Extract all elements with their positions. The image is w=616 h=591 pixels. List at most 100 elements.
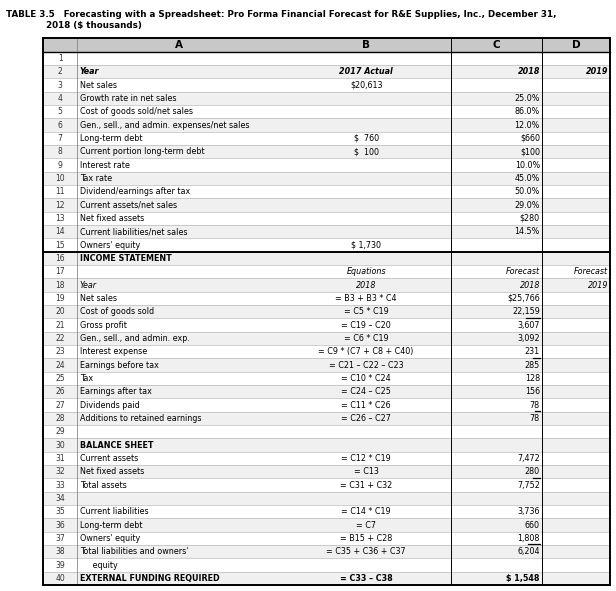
Text: 39: 39	[55, 561, 65, 570]
Bar	[43, 79, 610, 92]
Text: 10: 10	[55, 174, 65, 183]
Text: Forecast: Forecast	[574, 267, 608, 276]
Text: Year: Year	[79, 281, 97, 290]
Text: 19: 19	[55, 294, 65, 303]
Text: 22,159: 22,159	[512, 307, 540, 316]
Text: 78: 78	[530, 414, 540, 423]
Bar	[43, 132, 610, 145]
Bar	[43, 52, 610, 65]
Text: 12.0%: 12.0%	[514, 121, 540, 129]
Text: Additions to retained earnings: Additions to retained earnings	[79, 414, 201, 423]
Text: = C26 – C27: = C26 – C27	[341, 414, 391, 423]
Text: Owners' equity: Owners' equity	[79, 534, 140, 543]
Bar	[43, 385, 610, 398]
Text: $  760: $ 760	[354, 134, 379, 143]
Text: 25.0%: 25.0%	[514, 94, 540, 103]
Text: D: D	[572, 40, 580, 50]
Bar	[43, 305, 610, 319]
Text: equity: equity	[79, 561, 117, 570]
Text: 9: 9	[58, 161, 63, 170]
Text: 45.0%: 45.0%	[514, 174, 540, 183]
Text: = C33 – C38: = C33 – C38	[340, 574, 392, 583]
Text: 32: 32	[55, 467, 65, 476]
Text: Current assets: Current assets	[79, 454, 138, 463]
Text: 6: 6	[58, 121, 63, 129]
Text: 2018 ($ thousands): 2018 ($ thousands)	[46, 21, 142, 30]
Bar	[43, 332, 610, 345]
Text: 11: 11	[55, 187, 65, 196]
Text: Dividend/earnings after tax: Dividend/earnings after tax	[79, 187, 190, 196]
Text: 285: 285	[525, 361, 540, 369]
Text: 10.0%: 10.0%	[515, 161, 540, 170]
Text: Current liabilities: Current liabilities	[79, 507, 148, 517]
Bar	[43, 65, 610, 79]
Text: 27: 27	[55, 401, 65, 410]
Text: = C6 * C19: = C6 * C19	[344, 334, 389, 343]
Text: = C10 * C24: = C10 * C24	[341, 374, 391, 383]
Text: Current assets/net sales: Current assets/net sales	[79, 200, 177, 210]
Text: Net sales: Net sales	[79, 294, 116, 303]
Text: 2018: 2018	[356, 281, 376, 290]
Text: 31: 31	[55, 454, 65, 463]
Bar	[43, 185, 610, 199]
Bar	[43, 105, 610, 118]
Bar	[43, 465, 610, 479]
Text: $  100: $ 100	[354, 147, 379, 156]
Text: 7,752: 7,752	[517, 480, 540, 489]
Text: Cost of goods sold/net sales: Cost of goods sold/net sales	[79, 107, 193, 116]
Text: 29.0%: 29.0%	[514, 200, 540, 210]
Bar	[43, 452, 610, 465]
Bar	[43, 278, 610, 292]
Bar	[43, 439, 610, 452]
Text: 6,204: 6,204	[517, 547, 540, 556]
Text: Net sales: Net sales	[79, 80, 116, 90]
Bar	[43, 212, 610, 225]
Text: Dividends paid: Dividends paid	[79, 401, 139, 410]
Text: Net fixed assets: Net fixed assets	[79, 467, 144, 476]
Text: Current portion long-term debt: Current portion long-term debt	[79, 147, 205, 156]
Text: Current liabilities/net sales: Current liabilities/net sales	[79, 228, 187, 236]
Text: 3,607: 3,607	[517, 320, 540, 330]
Text: 29: 29	[55, 427, 65, 436]
Bar	[43, 38, 610, 52]
Text: 2019: 2019	[585, 67, 608, 76]
Text: 33: 33	[55, 480, 65, 489]
Text: 24: 24	[55, 361, 65, 369]
Text: 156: 156	[525, 387, 540, 396]
Text: TABLE 3.5   Forecasting with a Spreadsheet: Pro Forma Financial Forecast for R&E: TABLE 3.5 Forecasting with a Spreadsheet…	[6, 10, 557, 19]
Text: B: B	[362, 40, 370, 50]
Text: $25,766: $25,766	[507, 294, 540, 303]
Text: = C31 + C32: = C31 + C32	[340, 480, 392, 489]
Text: BALANCE SHEET: BALANCE SHEET	[79, 440, 153, 450]
Text: Total assets: Total assets	[79, 480, 126, 489]
Text: 86.0%: 86.0%	[515, 107, 540, 116]
Bar	[43, 252, 610, 265]
Text: $20,613: $20,613	[350, 80, 383, 90]
Text: = B3 + B3 * C4: = B3 + B3 * C4	[335, 294, 397, 303]
Text: 25: 25	[55, 374, 65, 383]
Text: $ 1,730: $ 1,730	[351, 241, 381, 249]
Bar	[43, 199, 610, 212]
Text: 14: 14	[55, 228, 65, 236]
Bar	[43, 158, 610, 172]
Text: Interest expense: Interest expense	[79, 348, 147, 356]
Text: Net fixed assets: Net fixed assets	[79, 214, 144, 223]
Text: 26: 26	[55, 387, 65, 396]
Text: = C24 – C25: = C24 – C25	[341, 387, 391, 396]
Text: 7: 7	[58, 134, 63, 143]
Bar	[43, 479, 610, 492]
Text: = C5 * C19: = C5 * C19	[344, 307, 389, 316]
Text: 3,092: 3,092	[517, 334, 540, 343]
Text: Cost of goods sold: Cost of goods sold	[79, 307, 154, 316]
Text: Gen., sell., and admin. expenses/net sales: Gen., sell., and admin. expenses/net sal…	[79, 121, 249, 129]
Text: Tax: Tax	[79, 374, 93, 383]
Bar	[43, 345, 610, 358]
Bar	[43, 545, 610, 558]
Text: 12: 12	[55, 200, 65, 210]
Bar	[43, 532, 610, 545]
Text: 28: 28	[55, 414, 65, 423]
Text: = C12 * C19: = C12 * C19	[341, 454, 391, 463]
Text: 38: 38	[55, 547, 65, 556]
Text: 22: 22	[55, 334, 65, 343]
Bar	[43, 319, 610, 332]
